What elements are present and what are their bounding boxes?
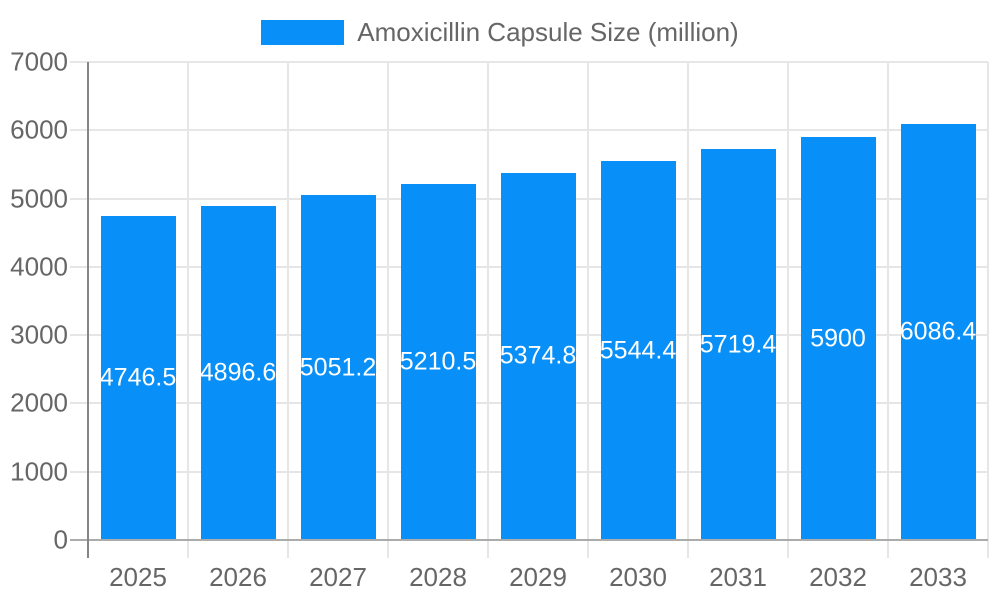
bar-value-label: 5210.5 [399, 347, 477, 376]
bar-value-label: 5719.4 [699, 330, 777, 359]
x-gridline [287, 62, 289, 558]
x-gridline [387, 62, 389, 558]
y-gridline [70, 61, 988, 63]
bar[interactable] [100, 215, 176, 540]
y-axis-tick-label: 6000 [10, 114, 68, 145]
bar[interactable] [700, 149, 776, 540]
bar[interactable] [800, 137, 876, 540]
legend-label: Amoxicillin Capsule Size (million) [357, 16, 739, 47]
bar[interactable] [900, 124, 976, 540]
y-axis-tick-label: 5000 [10, 183, 68, 214]
x-axis-tick-label: 2032 [809, 562, 867, 592]
y-axis-tick-label: 0 [53, 524, 68, 555]
legend-swatch [261, 19, 345, 45]
x-gridline [787, 62, 789, 558]
bar-value-label: 5051.2 [299, 353, 377, 382]
x-axis-tick-label: 2028 [409, 562, 467, 592]
bar[interactable] [600, 161, 676, 540]
y-axis-tick-label: 2000 [10, 387, 68, 418]
x-gridline [887, 62, 889, 558]
bar-value-label: 5544.4 [599, 336, 677, 365]
bar[interactable] [300, 195, 376, 540]
x-gridline [987, 62, 989, 558]
y-axis-tick-label: 3000 [10, 319, 68, 350]
x-gridline [687, 62, 689, 558]
y-gridline [70, 129, 988, 132]
bar-value-label: 4746.5 [99, 363, 177, 392]
bar[interactable] [400, 184, 476, 540]
bar-value-label: 5900 [810, 324, 866, 353]
x-axis-tick-label: 2029 [509, 562, 567, 592]
bar-value-label: 6086.4 [899, 317, 977, 346]
y-axis-tick-label: 1000 [10, 456, 68, 487]
y-axis-line [87, 62, 89, 558]
x-axis-tick-label: 2027 [309, 562, 367, 592]
x-axis-tick-label: 2025 [109, 562, 167, 592]
x-gridline [187, 62, 189, 558]
y-axis-tick-label: 4000 [10, 251, 68, 282]
x-axis-tick-label: 2033 [909, 562, 967, 592]
bar[interactable] [500, 172, 576, 540]
bar-value-label: 4896.6 [199, 358, 277, 387]
x-axis-tick-label: 2030 [609, 562, 667, 592]
x-axis-tick-label: 2031 [709, 562, 767, 592]
legend[interactable]: Amoxicillin Capsule Size (million) [0, 16, 1000, 47]
bar-value-label: 5374.8 [499, 341, 577, 370]
x-axis-tick-label: 2026 [209, 562, 267, 592]
y-axis-tick-label: 7000 [10, 46, 68, 77]
x-gridline [587, 62, 589, 558]
x-axis-line [70, 539, 988, 541]
bar[interactable] [200, 205, 276, 540]
x-gridline [487, 62, 489, 558]
